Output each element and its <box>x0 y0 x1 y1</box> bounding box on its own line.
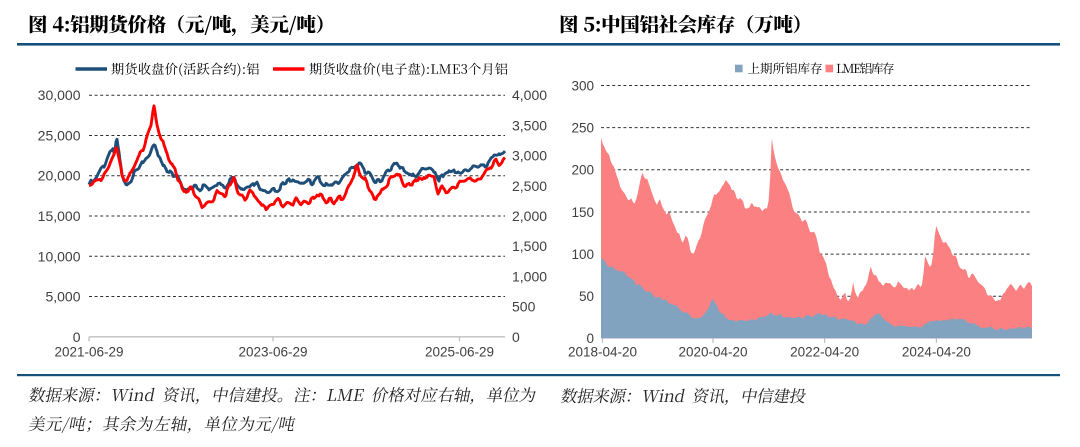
svg-text:50: 50 <box>579 289 594 304</box>
svg-text:200: 200 <box>571 163 594 178</box>
svg-text:20,000: 20,000 <box>38 168 81 184</box>
svg-text:1,000: 1,000 <box>512 268 547 284</box>
svg-text:1,500: 1,500 <box>512 238 547 254</box>
svg-text:30,000: 30,000 <box>38 87 81 103</box>
svg-text:2024-04-20: 2024-04-20 <box>902 345 971 360</box>
svg-text:300: 300 <box>571 78 594 93</box>
svg-text:2020-04-20: 2020-04-20 <box>678 345 747 360</box>
svg-text:5,000: 5,000 <box>45 289 80 305</box>
svg-text:0: 0 <box>512 329 520 345</box>
svg-text:2,000: 2,000 <box>512 208 547 224</box>
svg-text:150: 150 <box>571 205 594 220</box>
svg-text:250: 250 <box>571 120 594 135</box>
svg-text:2021-06-29: 2021-06-29 <box>54 345 123 360</box>
svg-text:100: 100 <box>571 247 594 262</box>
svg-text:25,000: 25,000 <box>38 128 81 144</box>
svg-text:2022-04-20: 2022-04-20 <box>790 345 859 360</box>
svg-text:10,000: 10,000 <box>38 248 81 264</box>
svg-text:2025-06-29: 2025-06-29 <box>425 345 494 360</box>
svg-text:2018-04-20: 2018-04-20 <box>568 345 637 360</box>
svg-text:500: 500 <box>512 299 536 315</box>
svg-text:3,000: 3,000 <box>512 148 547 164</box>
svg-text:2,500: 2,500 <box>512 178 547 194</box>
svg-text:2023-06-29: 2023-06-29 <box>238 345 307 360</box>
svg-text:4,000: 4,000 <box>512 87 547 103</box>
svg-text:0: 0 <box>73 329 81 345</box>
svg-text:0: 0 <box>586 331 594 346</box>
svg-text:3,500: 3,500 <box>512 117 547 133</box>
svg-text:15,000: 15,000 <box>38 208 81 224</box>
